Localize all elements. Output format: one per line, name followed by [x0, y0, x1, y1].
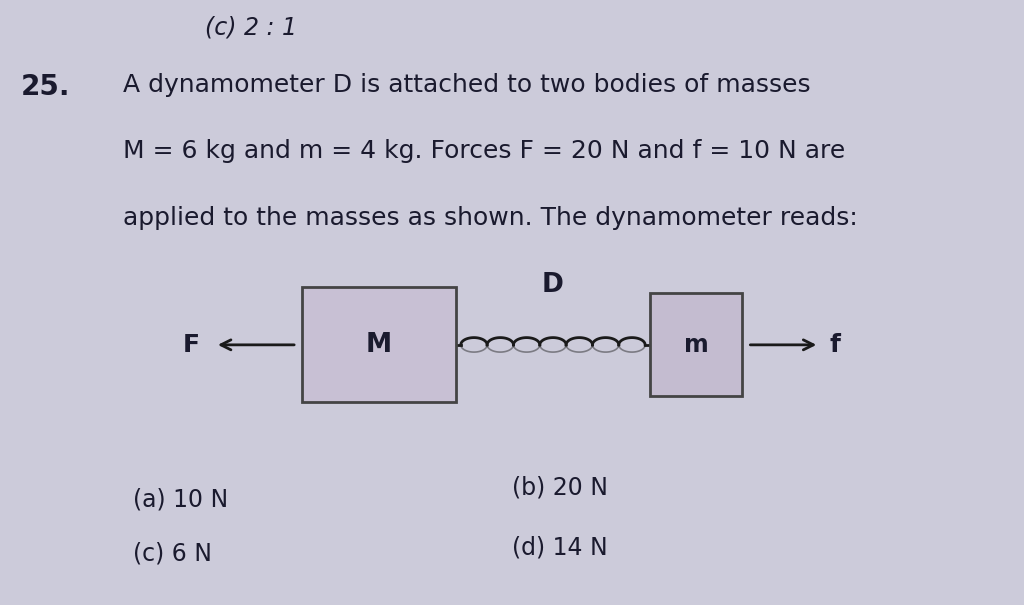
Text: f: f — [829, 333, 841, 357]
Text: F: F — [182, 333, 200, 357]
Text: applied to the masses as shown. The dynamometer reads:: applied to the masses as shown. The dyna… — [123, 206, 858, 230]
Bar — [650, 293, 742, 396]
Text: M: M — [366, 332, 392, 358]
Text: (c) 6 N: (c) 6 N — [133, 541, 212, 566]
Text: D: D — [542, 272, 564, 298]
Text: (d) 14 N: (d) 14 N — [512, 535, 608, 560]
Text: 25.: 25. — [20, 73, 70, 100]
Text: A dynamometer D is attached to two bodies of masses: A dynamometer D is attached to two bodie… — [123, 73, 811, 97]
Text: (c) 2 : 1: (c) 2 : 1 — [205, 15, 297, 39]
Text: (a) 10 N: (a) 10 N — [133, 487, 228, 511]
Text: (b) 20 N: (b) 20 N — [512, 475, 608, 499]
Bar — [302, 287, 456, 402]
Text: M = 6 kg and m = 4 kg. Forces F = 20 N and f = 10 N are: M = 6 kg and m = 4 kg. Forces F = 20 N a… — [123, 139, 845, 163]
Text: m: m — [684, 333, 709, 357]
